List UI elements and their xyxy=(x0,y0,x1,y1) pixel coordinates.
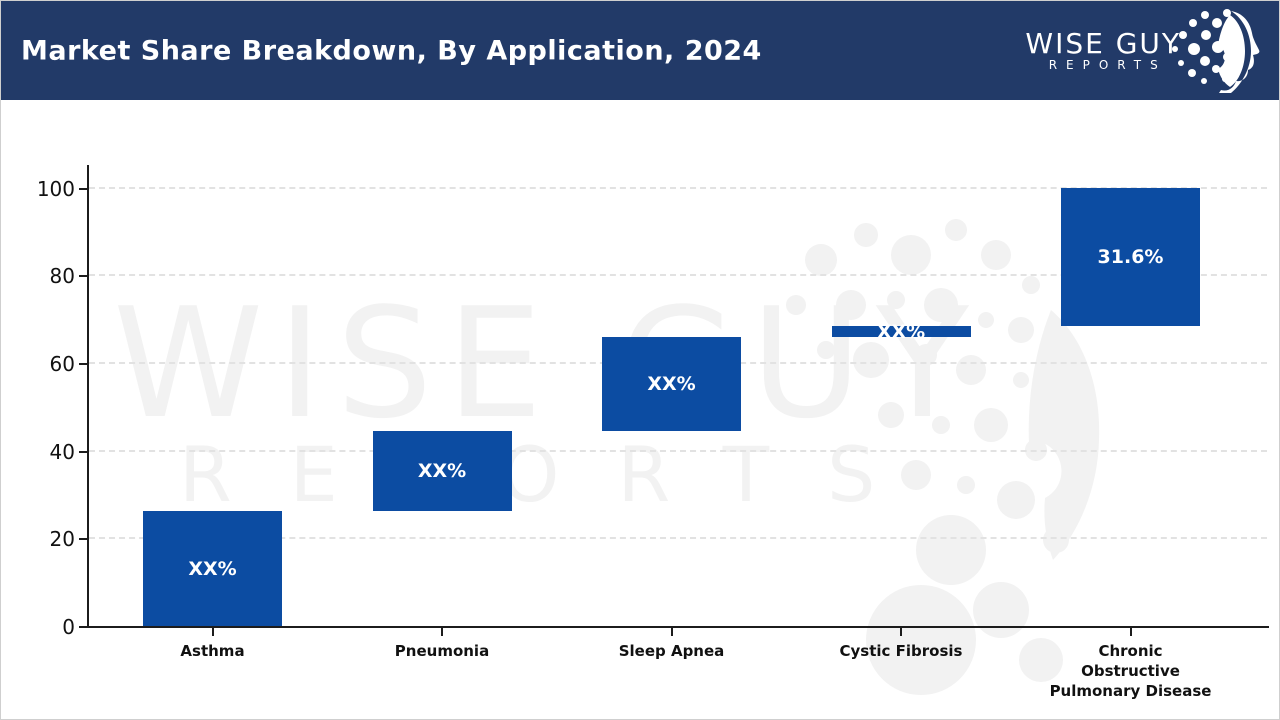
y-tick-label-60: 60 xyxy=(49,351,75,376)
x-tick-label-1: Pneumonia xyxy=(394,642,490,660)
y-tick-label-80: 80 xyxy=(49,264,75,289)
logo-face-icon xyxy=(1172,8,1260,93)
y-tick-label-40: 40 xyxy=(49,439,75,464)
x-tick-2 xyxy=(670,628,673,636)
x-tick-0 xyxy=(211,628,214,636)
x-tick-label-3: Cystic Fibrosis xyxy=(839,642,963,660)
x-tick-label-2: Sleep Apnea xyxy=(618,642,725,660)
y-tick-0 xyxy=(79,626,87,628)
y-axis-line xyxy=(87,165,89,628)
x-tick-3 xyxy=(900,628,902,636)
chart-area: WISE GUY REPORTS XX% XX% XX% XX% 31.6% 0 20 40 6… xyxy=(1,100,1279,719)
gridline-y100 xyxy=(89,186,1267,189)
bar-cystic-fibrosis: XX% xyxy=(831,320,971,343)
y-tick-label-20: 20 xyxy=(49,527,75,552)
y-tick-80 xyxy=(79,275,87,278)
logo-subtitle: REPORTS xyxy=(1048,58,1167,73)
bar-pneumonia: XX% xyxy=(372,430,512,512)
bar-chronic-obstructive-pulmonary-disease: 31.6% xyxy=(1061,187,1200,327)
gridline-y20 xyxy=(89,537,1267,540)
header: Market Share Breakdown, By Application, … xyxy=(1,1,1279,100)
watermark-face-icon xyxy=(786,219,1100,695)
bar-value-label: 31.6% xyxy=(1097,245,1164,268)
y-tick-60 xyxy=(79,362,87,365)
x-tick-label-0: Asthma xyxy=(180,642,245,660)
bar-asthma: XX% xyxy=(143,511,282,626)
bar-value-label: XX% xyxy=(876,320,926,343)
y-tick-40 xyxy=(79,450,87,453)
logo-wordmark: WISE GUY xyxy=(1025,26,1181,60)
y-tick-label-0: 0 xyxy=(62,615,75,639)
gridline-y40 xyxy=(89,449,1267,452)
gridline-y80 xyxy=(89,274,1267,277)
logo-text: WISE GUY REPORTS xyxy=(1025,26,1181,73)
bar-sleep-apnea: XX% xyxy=(602,337,741,431)
bar-value-label: XX% xyxy=(417,460,467,483)
y-tick-100 xyxy=(79,187,87,190)
x-axis-line xyxy=(87,626,1269,628)
watermark-subtitle: REPORTS xyxy=(179,430,934,519)
page-title: Market Share Breakdown, By Application, … xyxy=(21,35,762,66)
y-tick-20 xyxy=(79,538,87,541)
x-tick-4 xyxy=(1129,628,1132,636)
y-tick-label-100: 100 xyxy=(36,176,75,201)
bar-value-label: XX% xyxy=(647,373,696,395)
wiseguy-logo: WISE GUY REPORTS xyxy=(1025,8,1263,93)
x-tick-label-4: Chronic Obstructive Pulmonary Disease xyxy=(1049,642,1212,700)
x-tick-1 xyxy=(441,628,443,636)
bar-value-label: XX% xyxy=(188,557,237,580)
